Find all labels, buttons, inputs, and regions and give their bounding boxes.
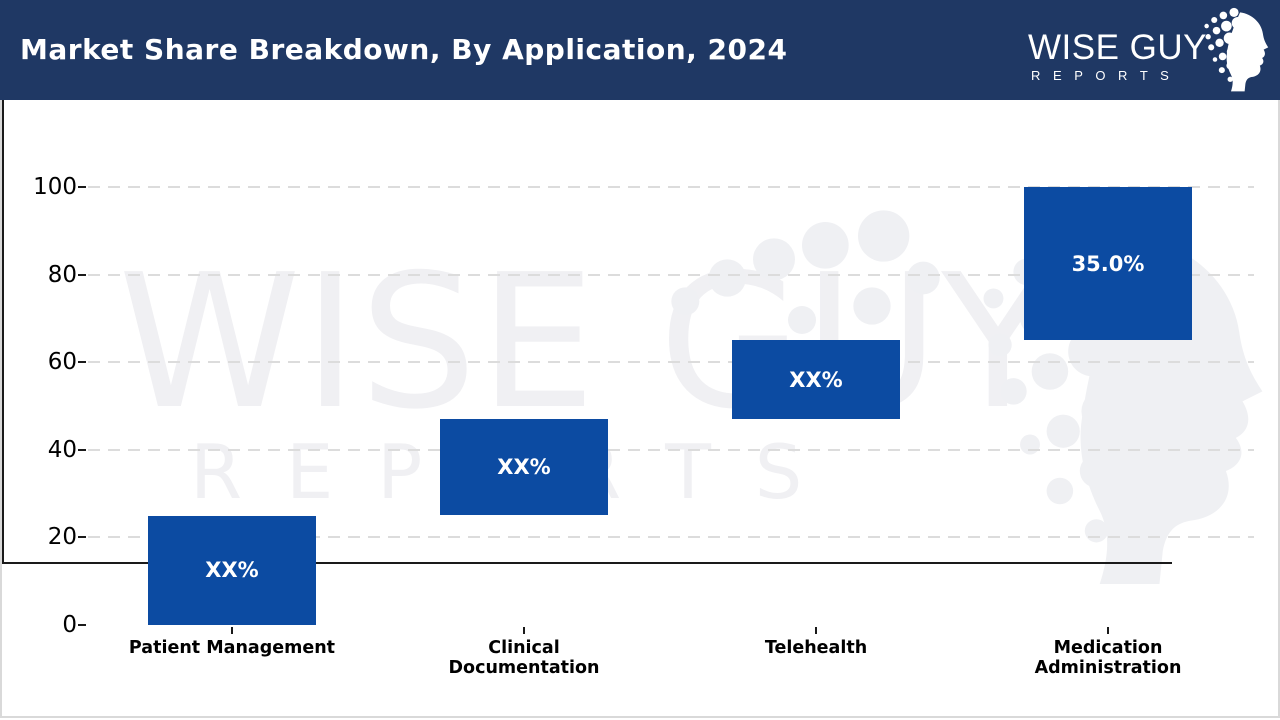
- y-tick-label: 100: [33, 174, 77, 200]
- y-tick-label: 60: [47, 349, 77, 376]
- plot-area: 0 20 40 60 80 100 XX% Patient Management XX% Clin…: [2, 100, 1254, 678]
- category-label: Medication Administration: [1034, 638, 1182, 678]
- y-tick: [78, 186, 86, 188]
- y-tick-label: 80: [47, 261, 77, 288]
- bar-value-label: XX%: [205, 558, 259, 583]
- gridline-80: [88, 273, 1254, 276]
- y-tick-label: 0: [62, 612, 77, 638]
- y-tick-label: 40: [47, 436, 77, 463]
- x-tick: [1107, 627, 1109, 634]
- bar-1: XX%: [148, 515, 316, 625]
- y-tick: [78, 536, 86, 539]
- x-tick: [815, 627, 817, 634]
- gridline-20: [88, 536, 1254, 539]
- y-tick-label: 20: [47, 524, 77, 551]
- y-tick: [78, 624, 86, 626]
- gridline-40: [88, 448, 1254, 451]
- logo-subtext: R E P O R T S: [1031, 68, 1174, 83]
- wise-guy-head-icon: [1196, 6, 1272, 94]
- category-label: Patient Management: [128, 638, 336, 658]
- bar-value-label: 35.0%: [1071, 251, 1145, 276]
- bar-4: 35.0%: [1024, 187, 1192, 341]
- bar-value-label: XX%: [789, 367, 843, 392]
- category-label: Clinical Documentation: [448, 638, 600, 678]
- y-tick: [78, 273, 86, 276]
- bar-2: XX%: [440, 419, 608, 516]
- wise-guy-logo: WISE GUY R E P O R T S: [1022, 6, 1272, 94]
- page-title: Market Share Breakdown, By Application, …: [20, 33, 788, 66]
- x-tick: [231, 627, 233, 634]
- logo-wordmark: WISE GUY: [1028, 28, 1208, 67]
- y-tick: [78, 361, 86, 364]
- header-bar: Market Share Breakdown, By Application, …: [0, 0, 1280, 100]
- y-axis-line: [2, 100, 4, 562]
- bar-3: XX%: [732, 340, 900, 420]
- x-tick: [523, 627, 525, 634]
- bar-value-label: XX%: [497, 455, 551, 480]
- gridline-60: [88, 361, 1254, 364]
- x-axis-line: [2, 562, 1172, 564]
- category-label: Telehealth: [764, 638, 868, 658]
- chart-figure: WISE GUY R E P O R T S 020406080100XX%Pa…: [0, 100, 1280, 718]
- gridline-100: [88, 186, 1254, 188]
- y-tick: [78, 448, 86, 451]
